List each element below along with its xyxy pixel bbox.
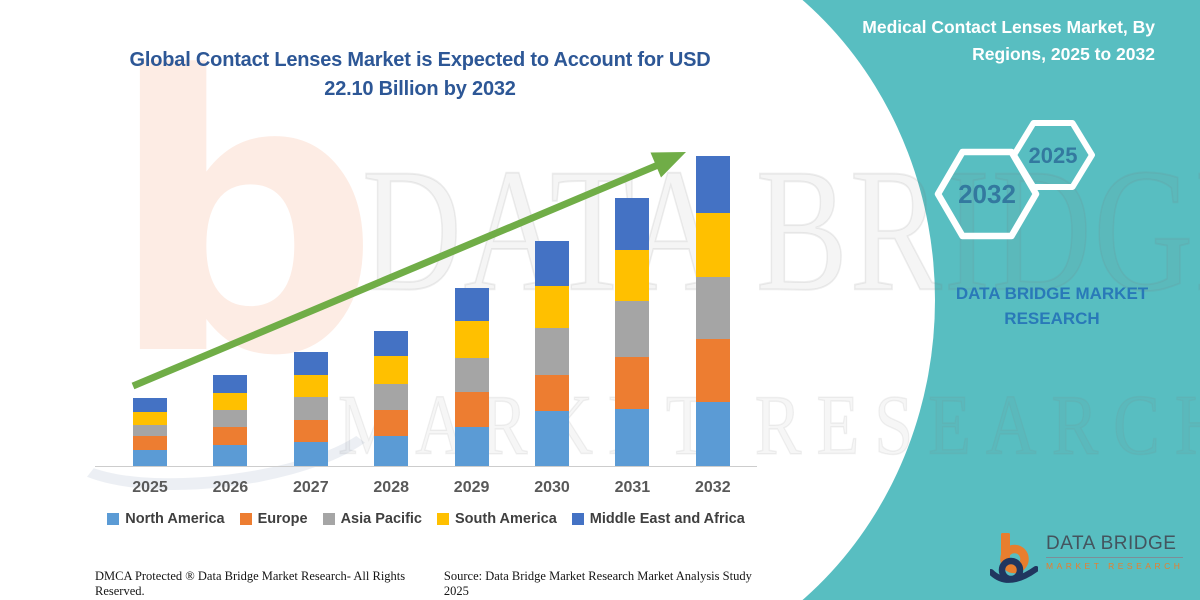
bar-segment — [615, 250, 650, 302]
legend-label: Europe — [257, 511, 308, 527]
bar-segment — [535, 375, 569, 412]
logo-name: DATA BRIDGE — [1046, 533, 1184, 558]
chart-legend: North America Europe Asia Pacific South Ame… — [92, 511, 760, 527]
legend-item: Middle East and Africa — [571, 511, 745, 527]
source-text: Source: Data Bridge Market Research Mark… — [443, 569, 752, 598]
legend-item: South America — [437, 511, 557, 527]
bar-segment — [374, 409, 409, 437]
bar-segment — [374, 331, 409, 357]
databridge-logo-icon — [990, 533, 1038, 583]
bar-segment — [695, 339, 730, 403]
bar-segment — [615, 301, 650, 357]
bar-segment — [293, 442, 328, 466]
legend-swatch-icon — [437, 513, 449, 525]
legend-label: Middle East and Africa — [589, 511, 745, 527]
bar-segment — [213, 444, 248, 466]
bar-segment — [535, 286, 569, 329]
legend-swatch-icon — [571, 513, 584, 525]
legend-item: North America — [107, 511, 225, 527]
bar-segment — [133, 412, 167, 425]
chart-title: Global Contact Lenses Market is Expected… — [100, 46, 740, 104]
stacked-bar-2029 — [454, 288, 489, 466]
x-axis-line — [95, 466, 757, 467]
x-axis-label: 2030 — [534, 479, 570, 496]
x-axis-label: 2027 — [293, 479, 329, 496]
x-axis-label: 2025 — [132, 479, 168, 496]
legend-swatch-icon — [322, 513, 335, 525]
bar-segment — [133, 397, 167, 413]
bar-segment — [133, 436, 167, 451]
x-axis-label: 2026 — [212, 479, 249, 496]
stacked-bar-2026 — [213, 375, 248, 466]
legend-item: Europe — [239, 511, 308, 527]
chart-title-line2: 22.10 Billion by 2032 — [324, 78, 516, 100]
bar-segment — [454, 288, 489, 322]
bar-segment — [615, 408, 650, 466]
dmca-text: DMCA Protected ® Data Bridge Market Rese… — [95, 569, 406, 598]
logo-tagline: MARKET RESEARCH — [1046, 561, 1184, 571]
legend-label: Asia Pacific — [340, 511, 422, 527]
chart-title-line1: Global Contact Lenses Market is Expected… — [129, 49, 711, 71]
panel-title: Medical Contact Lenses Market, By Region… — [810, 14, 1155, 68]
stacked-bar-2030 — [535, 241, 569, 466]
panel-title-line1: Medical Contact Lenses Market, By — [862, 17, 1155, 37]
bar-segment — [293, 397, 328, 420]
bar-segment — [293, 375, 328, 398]
legend-swatch-icon — [239, 513, 252, 525]
stacked-bar-2031 — [615, 198, 650, 466]
bar-segment — [695, 277, 730, 340]
legend-swatch-icon — [107, 513, 120, 525]
bar-segment — [213, 410, 248, 428]
bar-segment — [695, 155, 730, 214]
bar-segment — [615, 198, 650, 251]
bar-segment — [535, 241, 569, 287]
legend-label: South America — [455, 511, 557, 527]
bar-segment — [615, 356, 650, 409]
bar-segment — [213, 392, 248, 411]
bar-segment — [213, 427, 248, 445]
x-axis-label: 2029 — [453, 479, 490, 496]
bar-segment — [535, 328, 569, 376]
databridge-logo: DATA BRIDGE MARKET RESEARCH — [990, 533, 1184, 587]
bar-segment — [535, 411, 569, 466]
stacked-bar-2027 — [293, 351, 328, 466]
x-axis-label: 2032 — [695, 479, 731, 496]
bar-segment — [695, 213, 730, 278]
bar-segment — [374, 436, 409, 466]
bar-segment — [374, 383, 409, 410]
x-axis-label: 2028 — [373, 479, 409, 496]
bar-segment — [454, 357, 489, 392]
bar-segment — [133, 424, 167, 437]
bar-segment — [133, 450, 167, 466]
bar-segment — [374, 356, 409, 384]
bar-segment — [213, 375, 248, 393]
x-axis-label: 2031 — [614, 479, 651, 496]
legend-item: Asia Pacific — [322, 511, 422, 527]
panel-brand-text: DATA BRIDGE MARKET RESEARCH — [955, 284, 1149, 328]
bar-segment — [293, 351, 328, 376]
bar-segment — [293, 419, 328, 443]
bar-segment — [454, 321, 489, 358]
bar-segment — [695, 402, 730, 466]
bar-segment — [454, 427, 489, 466]
bar-segment — [454, 391, 489, 428]
legend-label: North America — [125, 511, 225, 527]
stacked-bar-2025 — [133, 397, 167, 466]
footer: DMCA Protected ® Data Bridge Market Rese… — [95, 569, 767, 599]
panel-title-line2: Regions, 2025 to 2032 — [972, 44, 1155, 64]
stacked-bar-2028 — [374, 331, 409, 466]
stacked-bar-2032 — [695, 155, 730, 466]
